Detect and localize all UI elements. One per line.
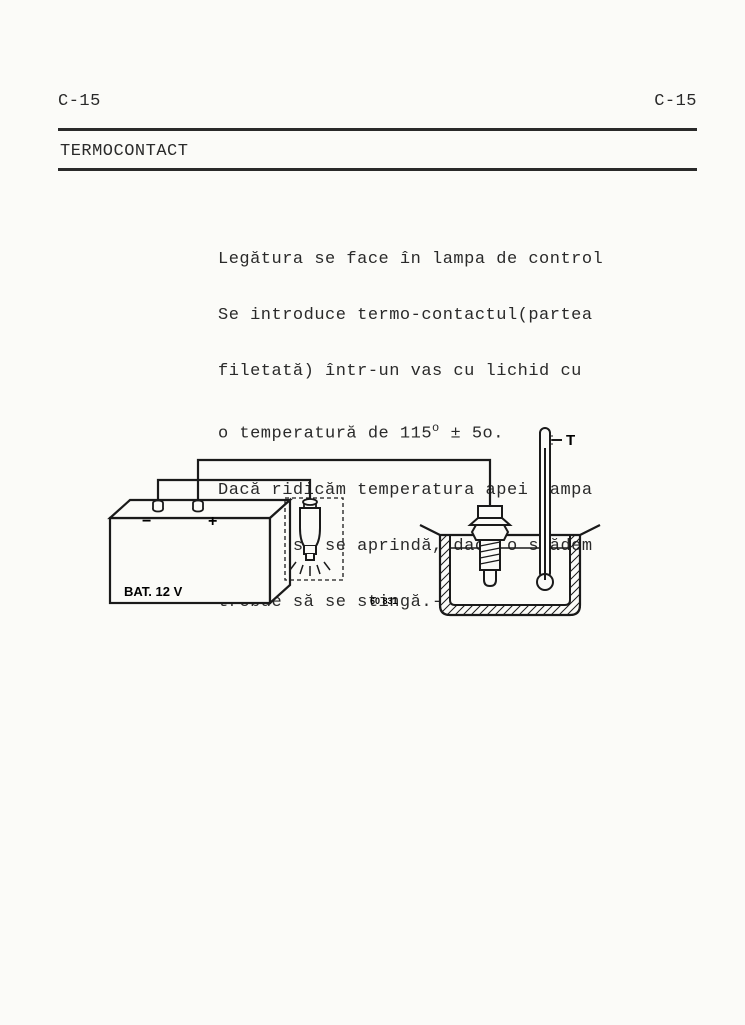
- section-title: TERMOCONTACT: [60, 142, 188, 161]
- battery-label: BAT. 12 V: [124, 584, 183, 599]
- body-line1: Legătura se face în lampa de control: [218, 250, 603, 269]
- page-code-right: C-15: [654, 92, 697, 111]
- lamp-icon: [285, 498, 343, 580]
- page: C-15 C-15 TERMOCONTACT Legătura se face …: [0, 0, 745, 1025]
- rule-under-title: [58, 168, 697, 171]
- body-line3: filetată) într-un vas cu lichid cu: [218, 362, 582, 381]
- diagram-code: 60 831: [370, 596, 398, 606]
- header-row: C-15 C-15: [58, 92, 697, 111]
- battery-icon: − + BAT. 12 V: [110, 500, 290, 603]
- svg-text:−: −: [142, 513, 151, 530]
- thermometer-label: T: [566, 432, 575, 449]
- page-code-left: C-15: [58, 92, 101, 111]
- vessel-icon: [420, 525, 600, 615]
- rule-top: [58, 128, 697, 131]
- svg-text:+: +: [208, 513, 217, 530]
- body-line2: Se introduce termo-contactul(partea: [218, 306, 593, 325]
- circuit-diagram: − + BAT. 12 V: [90, 420, 650, 650]
